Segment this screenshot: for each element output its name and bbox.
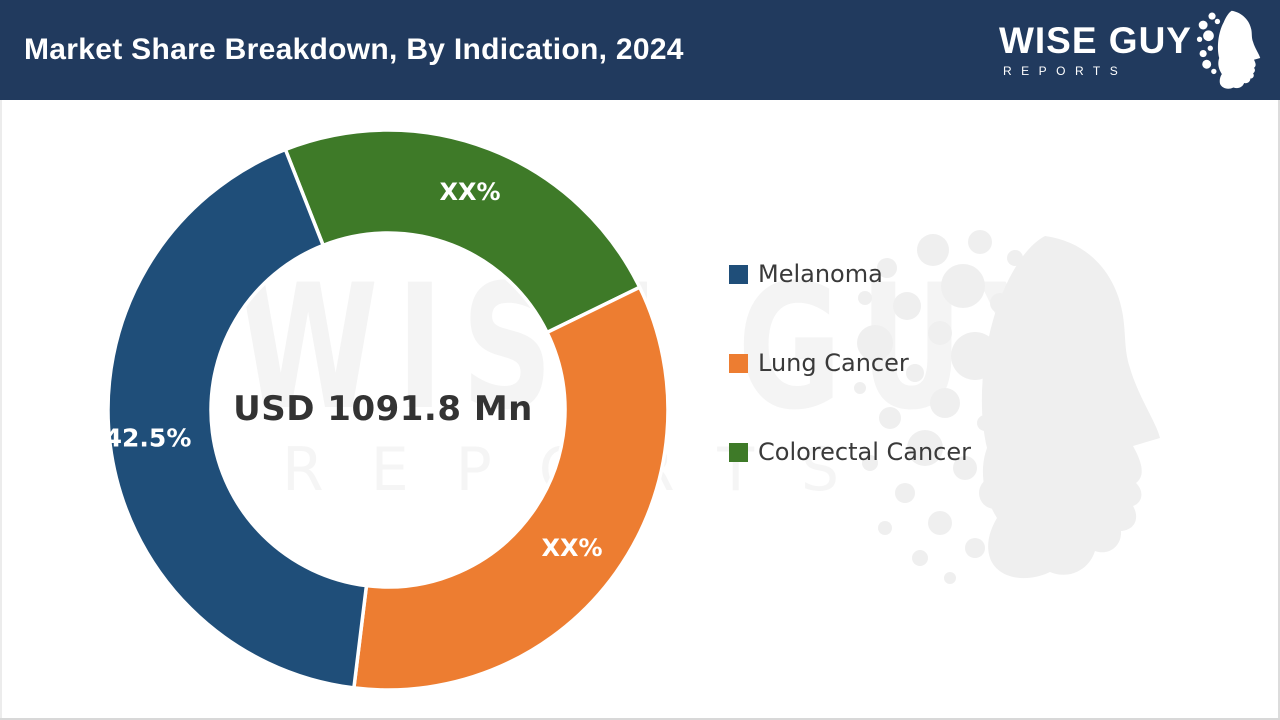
left-edge-line [0,100,2,720]
page-title: Market Share Breakdown, By Indication, 2… [24,33,684,66]
wise-guy-reports-logo: WISE GUY REPORTS [999,4,1262,96]
header-bar: Market Share Breakdown, By Indication, 2… [0,0,1280,100]
wedge-melanoma [106,147,369,690]
face-profile-icon [981,236,1160,579]
logo-wordmark: WISE GUY REPORTS [999,22,1192,78]
logo-line1: WISE GUY [998,20,1192,61]
wedge-colorectal-cancer [283,128,642,335]
bottom-edge-line [0,718,1280,720]
legend-label: Melanoma [758,260,883,288]
logo-face-icon [1196,10,1261,89]
legend-swatch-colorectal-cancer [729,442,748,462]
background-face-graphic [854,230,1160,584]
lung-value-label: XX% [541,534,603,562]
melanoma-value-label: 42.5% [104,423,192,453]
legend-label: Lung Cancer [758,349,909,377]
donut-center-total: USD 1091.8 Mn [233,389,533,429]
legend-item-colorectal-cancer: Colorectal Cancer [729,437,971,467]
colorectal-value-label: XX% [439,178,501,206]
legend-label: Colorectal Cancer [758,438,972,466]
legend-item-lung-cancer: Lung Cancer [729,348,909,378]
legend-swatch-melanoma [729,264,748,284]
wedge-lung-cancer [352,285,670,692]
legend-item-melanoma: Melanoma [729,259,883,289]
legend-swatch-lung-cancer [729,353,748,373]
logo-line2: REPORTS [1002,64,1128,78]
right-edge-line [1278,100,1280,720]
